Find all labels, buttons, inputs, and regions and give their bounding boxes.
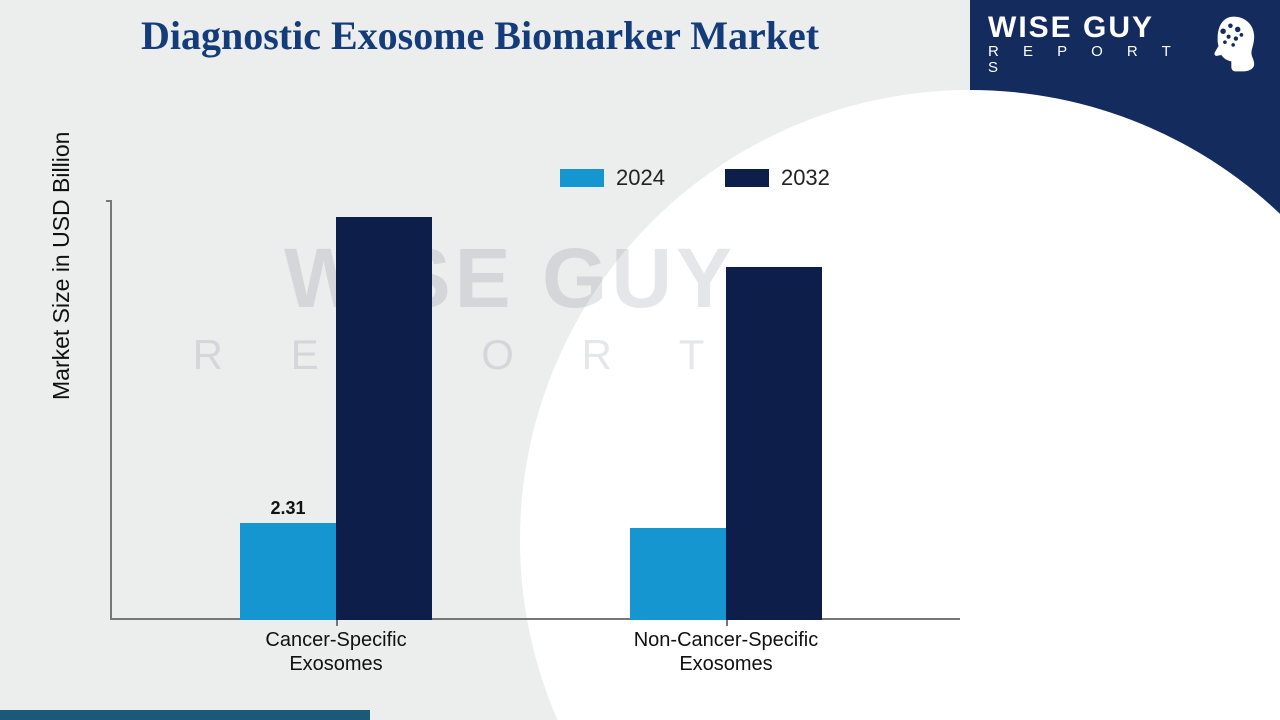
legend-label-0: 2024 (616, 165, 665, 191)
head-icon (1203, 12, 1258, 76)
bar-0-1 (336, 217, 432, 620)
x-tick-1 (726, 620, 728, 626)
chart-canvas: WISE GUY R E P O R T S Diagnostic Exosom… (0, 0, 1280, 720)
bar-1-1 (726, 267, 822, 620)
x-tick-0 (336, 620, 338, 626)
y-axis (110, 200, 112, 620)
plot-area: 2.31Cancer-SpecificExosomes Non-Cancer-Sp… (110, 200, 960, 620)
logo-line2: R E P O R T S (988, 44, 1195, 77)
legend-item-1: 2032 (725, 165, 830, 191)
legend-swatch-0 (560, 169, 604, 187)
bottom-strip (0, 710, 370, 720)
y-axis-label: Market Size in USD Billion (48, 132, 75, 400)
legend-label-1: 2032 (781, 165, 830, 191)
chart-title: Diagnostic Exosome Biomarker Market (0, 12, 960, 59)
bar-group-0: 2.31Cancer-SpecificExosomes (240, 200, 500, 620)
bar-group-1: Non-Cancer-SpecificExosomes (630, 200, 890, 620)
legend: 2024 2032 (560, 165, 830, 191)
x-category-label-1: Non-Cancer-SpecificExosomes (596, 628, 856, 676)
bar-0-0 (240, 523, 336, 620)
bar-value-label-0-0: 2.31 (240, 498, 336, 519)
bar-1-0 (630, 528, 726, 620)
x-category-label-0: Cancer-SpecificExosomes (206, 628, 466, 676)
logo-line1: WISE GUY (988, 12, 1195, 44)
legend-swatch-1 (725, 169, 769, 187)
legend-item-0: 2024 (560, 165, 665, 191)
brand-logo: WISE GUY R E P O R T S (988, 12, 1258, 77)
